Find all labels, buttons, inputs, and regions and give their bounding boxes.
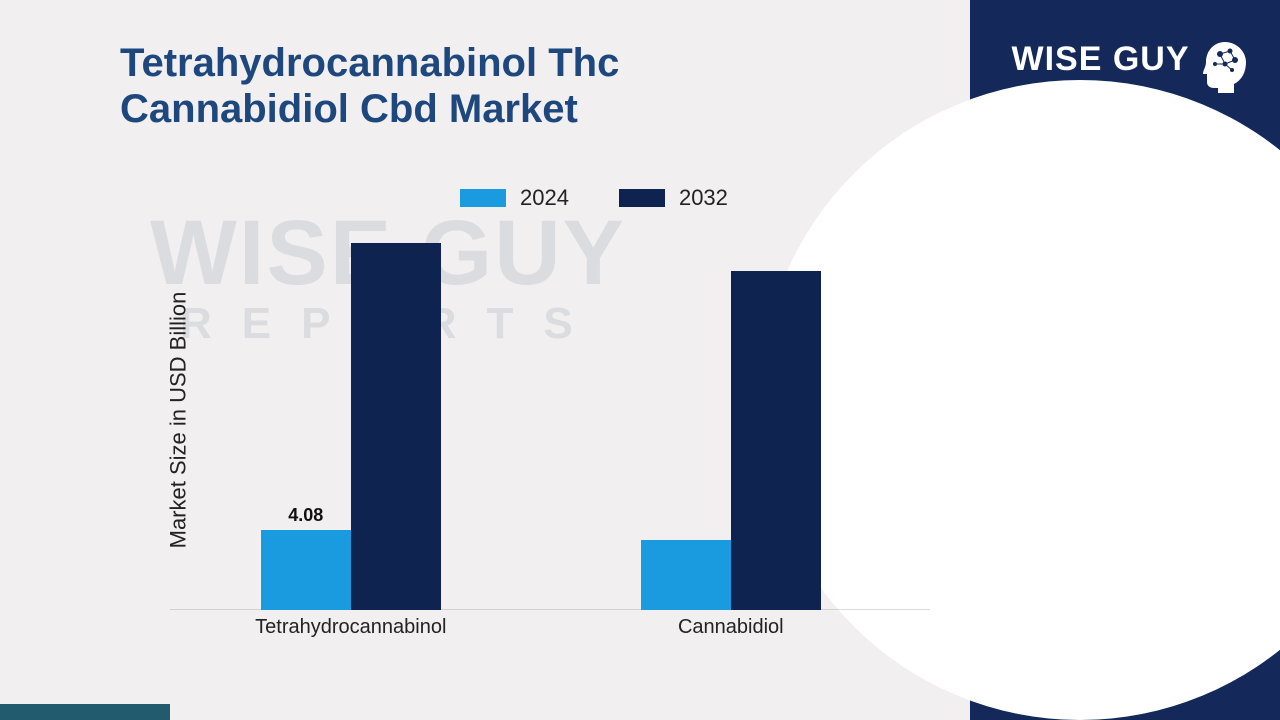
plot-region: 4.08Tetrahydrocannabinol Cannabidiol: [170, 220, 930, 610]
legend-label-2032: 2032: [679, 185, 728, 211]
legend-swatch-2032: [619, 189, 665, 207]
category-label: Tetrahydrocannabinol: [231, 610, 471, 639]
legend-label-2024: 2024: [520, 185, 569, 211]
infographic-stage: WISE GUY REPORTS Tetrahydrocannabinol Th…: [0, 0, 1280, 720]
head-icon: [1200, 40, 1250, 99]
page-title: Tetrahydrocannabinol Thc Cannabidiol Cbd…: [120, 40, 740, 132]
legend: 2024 2032: [460, 185, 728, 211]
logo-sub: REPORTS: [1012, 97, 1250, 113]
legend-item-2032: 2032: [619, 185, 728, 211]
logo-brand: WISE GUY: [1012, 40, 1190, 79]
legend-item-2024: 2024: [460, 185, 569, 211]
bar-group: Cannabidiol: [611, 271, 851, 610]
bar: [731, 271, 821, 610]
category-label: Cannabidiol: [611, 610, 851, 639]
bar: [641, 540, 731, 610]
bar: [351, 243, 441, 610]
legend-swatch-2024: [460, 189, 506, 207]
brand-logo: WISE GUY REPORTS: [1012, 40, 1250, 113]
bottom-accent-bar: [0, 704, 170, 720]
bar: 4.08: [261, 530, 351, 610]
bar-value-label: 4.08: [288, 505, 323, 526]
chart-area: 2024 2032 Market Size in USD Billion 4.0…: [60, 170, 960, 670]
bar-group: 4.08Tetrahydrocannabinol: [231, 243, 471, 610]
